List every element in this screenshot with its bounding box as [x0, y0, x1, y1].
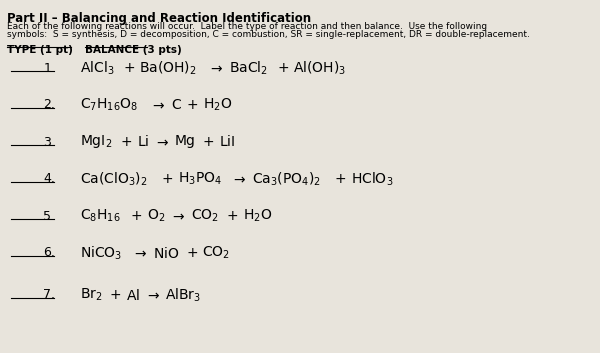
- Text: $+$: $+$: [185, 246, 198, 260]
- Text: $\mathrm{Li}$: $\mathrm{Li}$: [137, 134, 149, 150]
- Text: $\mathrm{C}$: $\mathrm{C}$: [171, 98, 182, 112]
- Text: 5.: 5.: [43, 209, 55, 222]
- Text: $+$: $+$: [161, 172, 173, 186]
- Text: $\mathrm{NiO}$: $\mathrm{NiO}$: [152, 245, 179, 261]
- Text: Part II – Balancing and Reaction Identification: Part II – Balancing and Reaction Identif…: [7, 12, 311, 25]
- Text: $\rightarrow$: $\rightarrow$: [170, 209, 186, 223]
- Text: $+$: $+$: [226, 209, 238, 223]
- Text: 2.: 2.: [44, 98, 55, 112]
- Text: $+$: $+$: [334, 172, 346, 186]
- Text: $\mathrm{Al}$: $\mathrm{Al}$: [126, 287, 140, 303]
- Text: $+$: $+$: [130, 209, 142, 223]
- Text: $\mathrm{NiCO_3}$: $\mathrm{NiCO_3}$: [80, 244, 123, 262]
- Text: $\mathrm{Ca_3(PO_4)_2}$: $\mathrm{Ca_3(PO_4)_2}$: [252, 170, 321, 188]
- Text: $\mathrm{C_7H_{16}O_8}$: $\mathrm{C_7H_{16}O_8}$: [80, 97, 139, 113]
- Text: $\rightarrow$: $\rightarrow$: [132, 246, 148, 260]
- Text: $\mathrm{Br_2}$: $\mathrm{Br_2}$: [80, 287, 103, 303]
- Text: $\mathrm{HClO_3}$: $\mathrm{HClO_3}$: [351, 170, 393, 188]
- Text: $\rightarrow$: $\rightarrow$: [208, 61, 224, 75]
- Text: $\mathrm{LiI}$: $\mathrm{LiI}$: [218, 134, 235, 150]
- Text: $\mathrm{H_2O}$: $\mathrm{H_2O}$: [242, 208, 272, 224]
- Text: symbols:  S = synthesis, D = decomposition, C = combustion, SR = single-replacem: symbols: S = synthesis, D = decompositio…: [7, 30, 530, 39]
- Text: $\mathrm{BaCl_2}$: $\mathrm{BaCl_2}$: [229, 59, 268, 77]
- Text: $\mathrm{CO_2}$: $\mathrm{CO_2}$: [202, 245, 230, 261]
- Text: $+$: $+$: [186, 98, 199, 112]
- Text: $+$: $+$: [202, 135, 214, 149]
- Text: $\mathrm{AlCl_3}$: $\mathrm{AlCl_3}$: [80, 59, 115, 77]
- Text: 6.: 6.: [44, 246, 55, 259]
- Text: 4.: 4.: [44, 173, 55, 185]
- Text: $\mathrm{Mg}$: $\mathrm{Mg}$: [175, 133, 196, 150]
- Text: $\rightarrow$: $\rightarrow$: [154, 135, 169, 149]
- Text: $+$: $+$: [277, 61, 289, 75]
- Text: TYPE (1 pt): TYPE (1 pt): [7, 45, 73, 55]
- Text: BALANCE (3 pts): BALANCE (3 pts): [85, 45, 182, 55]
- Text: 1.: 1.: [44, 61, 55, 74]
- Text: $\mathrm{H_2O}$: $\mathrm{H_2O}$: [203, 97, 232, 113]
- Text: $\mathrm{MgI_2}$: $\mathrm{MgI_2}$: [80, 133, 113, 150]
- Text: $+$: $+$: [120, 135, 133, 149]
- Text: $\mathrm{AlBr_3}$: $\mathrm{AlBr_3}$: [165, 286, 202, 304]
- Text: $\rightarrow$: $\rightarrow$: [231, 172, 247, 186]
- Text: 7.: 7.: [43, 288, 55, 301]
- Text: $\mathrm{CO_2}$: $\mathrm{CO_2}$: [191, 208, 219, 224]
- Text: $\mathrm{H_3PO_4}$: $\mathrm{H_3PO_4}$: [178, 171, 222, 187]
- Text: $\rightarrow$: $\rightarrow$: [150, 98, 166, 112]
- Text: $+$: $+$: [109, 288, 121, 302]
- Text: $\rightarrow$: $\rightarrow$: [145, 288, 160, 302]
- Text: 3.: 3.: [44, 136, 55, 149]
- Text: $\mathrm{O_2}$: $\mathrm{O_2}$: [146, 208, 165, 224]
- Text: $+$: $+$: [123, 61, 135, 75]
- Text: Each of the following reactions will occur.  Label the type of reaction and then: Each of the following reactions will occ…: [7, 22, 487, 31]
- Text: $\mathrm{Al(OH)_3}$: $\mathrm{Al(OH)_3}$: [293, 59, 346, 77]
- Text: $\mathrm{Ca(ClO_3)_2}$: $\mathrm{Ca(ClO_3)_2}$: [80, 170, 148, 188]
- Text: $\mathrm{Ba(OH)_2}$: $\mathrm{Ba(OH)_2}$: [139, 59, 197, 77]
- Text: $\mathrm{C_8H_{16}}$: $\mathrm{C_8H_{16}}$: [80, 208, 121, 224]
